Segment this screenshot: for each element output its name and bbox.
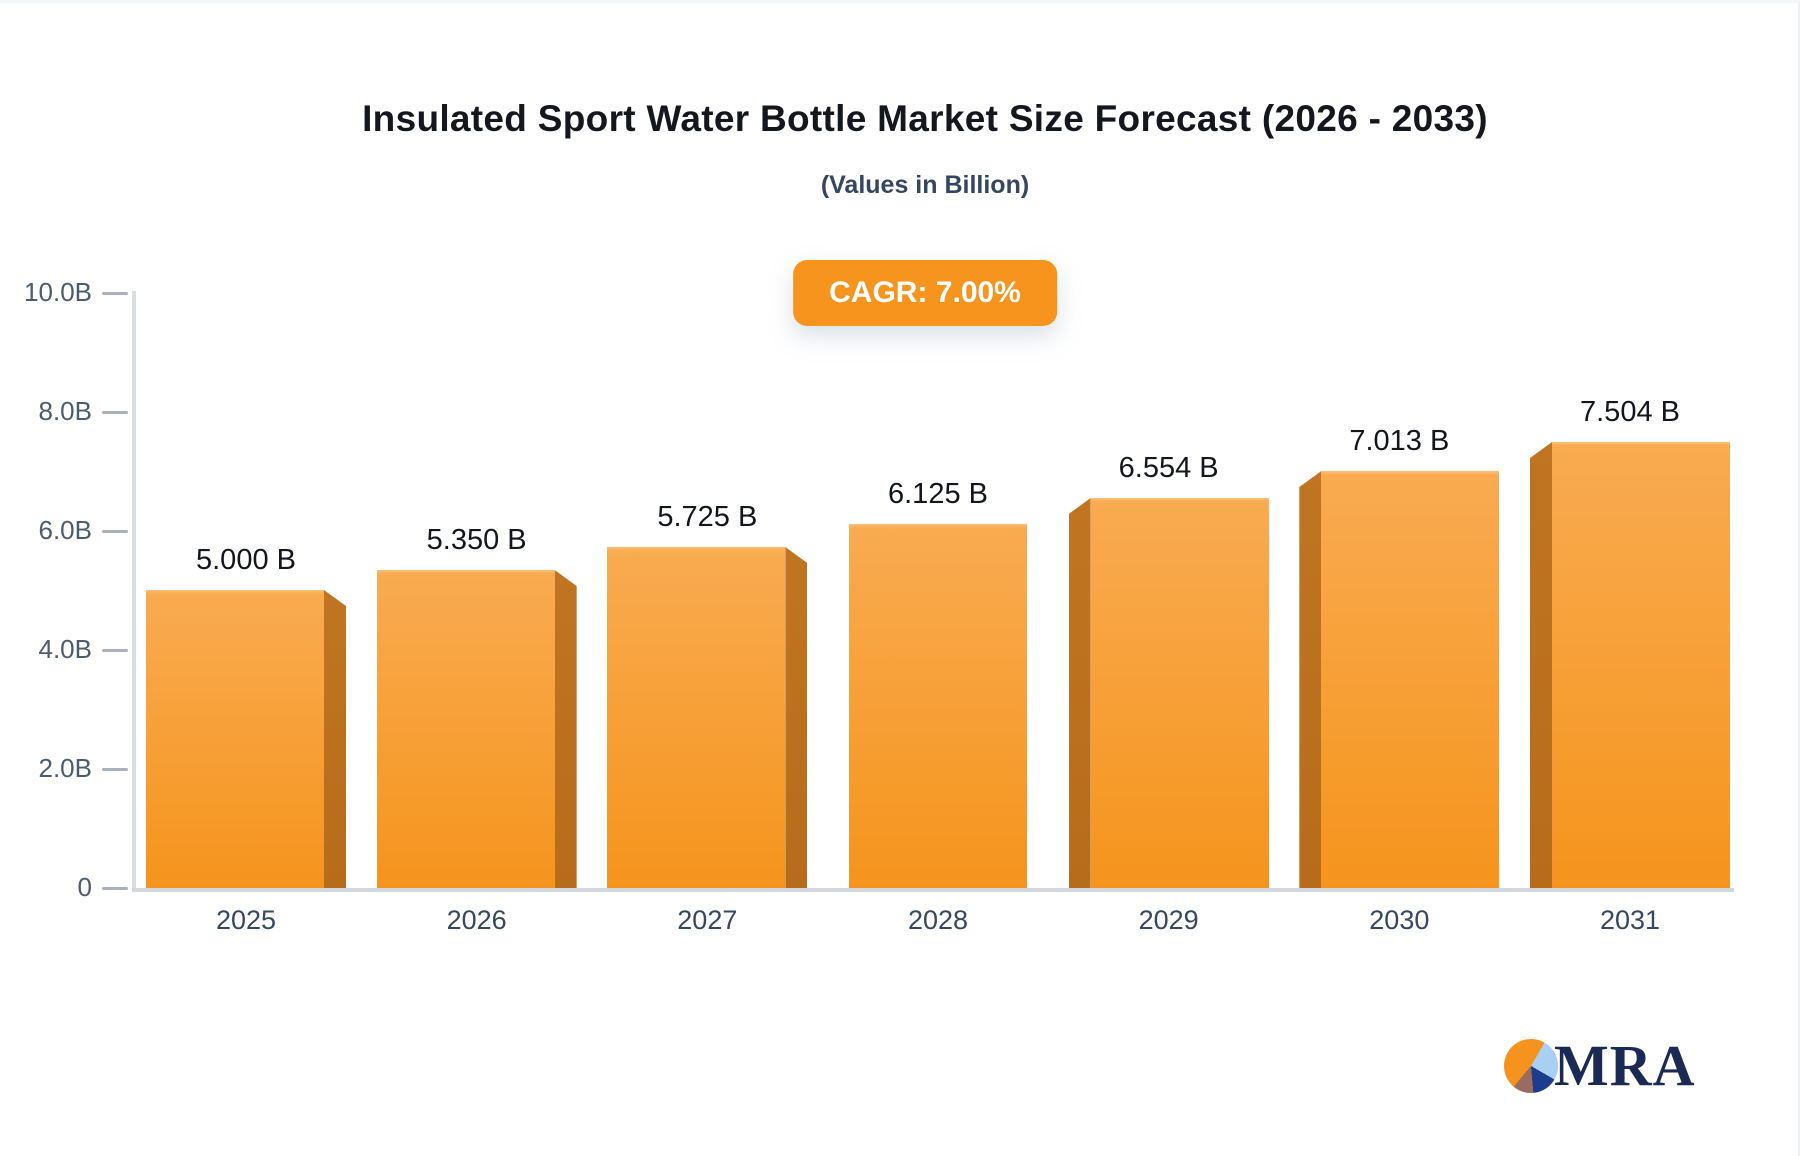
x-axis-label: 2027 <box>677 905 738 935</box>
y-axis-label: 10.0B <box>24 277 92 307</box>
y-axis-label: 0 <box>77 872 92 902</box>
y-axis-tick <box>102 530 128 533</box>
bar-3d-side-face <box>1530 442 1552 888</box>
bar-group: 6.554 B <box>1068 452 1269 888</box>
bar <box>376 570 555 888</box>
bar-value-label: 5.350 B <box>426 524 527 556</box>
bar <box>849 524 1027 888</box>
chart-subtitle: (Values in Billion) <box>820 171 1030 199</box>
bar-3d-side-face <box>324 590 346 888</box>
bar-3d-side-face <box>785 547 808 888</box>
x-axis-label: 2031 <box>1599 905 1661 935</box>
bar <box>146 590 324 888</box>
bar-value-label: 5.725 B <box>657 501 758 533</box>
y-axis-tick <box>102 411 128 414</box>
bar-value-label: 6.554 B <box>1118 452 1219 484</box>
brand-logo-text: MRA <box>1554 1033 1696 1098</box>
x-axis-label: 2026 <box>446 905 507 935</box>
x-axis-label: 2029 <box>1138 905 1199 935</box>
y-axis-label: 4.0B <box>38 634 93 664</box>
y-axis-line <box>132 291 136 892</box>
y-axis-tick <box>102 649 128 652</box>
x-axis-label: 2028 <box>907 905 969 935</box>
chart-canvas: Insulated Sport Water Bottle Market Size… <box>0 3 1798 1156</box>
y-axis-label: 6.0B <box>38 515 93 545</box>
bar-value-label: 5.000 B <box>196 544 296 576</box>
brand-logo: MRA <box>1504 1033 1696 1098</box>
cagr-badge: CAGR: 7.00% <box>793 260 1057 326</box>
bar-group: 7.504 B <box>1530 396 1730 888</box>
bar <box>1321 471 1500 888</box>
bar-group: 5.000 B <box>146 544 346 888</box>
chart-title: Insulated Sport Water Bottle Market Size… <box>362 98 1488 139</box>
bar-3d-side-face <box>554 570 577 888</box>
bar-group: 5.725 B <box>607 501 808 888</box>
y-axis-label: 8.0B <box>38 396 93 426</box>
bar <box>1090 498 1269 888</box>
y-axis-tick <box>102 887 128 890</box>
bar-3d-side-face <box>1299 471 1322 888</box>
y-axis-tick <box>102 768 128 771</box>
bar-group: 5.350 B <box>376 524 577 888</box>
y-axis-tick <box>102 292 128 295</box>
x-axis-label: 2025 <box>215 905 277 935</box>
bar-group: 6.125 B <box>838 478 1038 888</box>
pie-chart-logo-icon <box>1504 1039 1558 1093</box>
bar-value-label: 7.013 B <box>1349 425 1450 457</box>
x-axis-label: 2030 <box>1369 905 1430 935</box>
y-axis-label: 2.0B <box>38 753 93 783</box>
bar <box>607 547 786 888</box>
bar-value-label: 7.504 B <box>1580 396 1680 428</box>
bar-value-label: 6.125 B <box>888 478 988 510</box>
x-axis-baseline <box>132 888 1734 892</box>
plot-area: 5.000 B 5.350 B 5.725 B 6.125 B 6.554 B 7.013… <box>146 3 1730 888</box>
bar-3d-side-face <box>1068 498 1091 888</box>
bar-group: 7.013 B <box>1299 425 1500 888</box>
bar <box>1552 442 1730 888</box>
